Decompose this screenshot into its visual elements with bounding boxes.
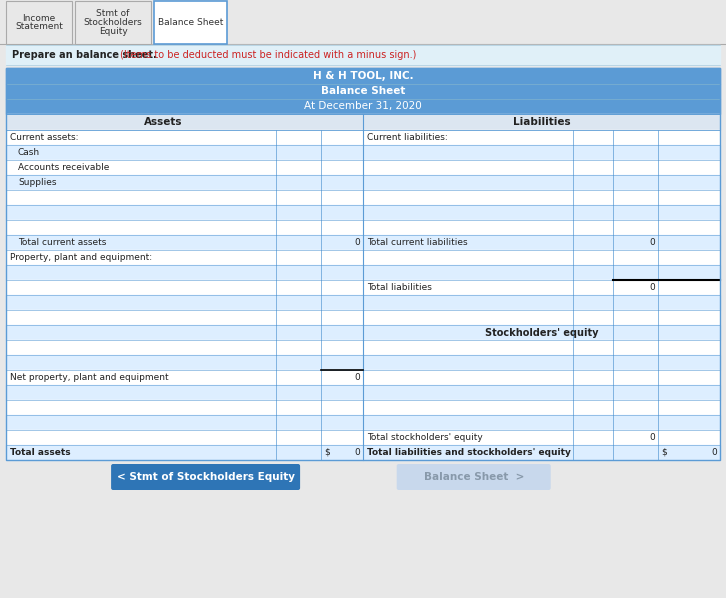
Bar [6, 370, 720, 385]
Bar [6, 130, 720, 145]
Bar [6, 280, 720, 295]
Text: Total liabilities and stockholders' equity: Total liabilities and stockholders' equi… [367, 448, 571, 457]
Text: Supplies: Supplies [18, 178, 57, 187]
Text: Balance Sheet: Balance Sheet [158, 18, 223, 27]
Bar [6, 114, 720, 130]
Text: < Stmt of Stockholders Equity: < Stmt of Stockholders Equity [117, 472, 295, 482]
Text: At December 31, 2020: At December 31, 2020 [304, 102, 422, 111]
Bar [6, 340, 720, 355]
Text: (Items to be deducted must be indicated with a minus sign.): (Items to be deducted must be indicated … [120, 50, 417, 60]
Text: Stockholders: Stockholders [83, 18, 142, 27]
Bar [6, 45, 720, 65]
Bar [0, 0, 726, 44]
Bar [6, 235, 720, 250]
Bar [6, 250, 720, 265]
Bar [6, 220, 720, 235]
Bar [75, 1, 151, 44]
Text: 0: 0 [649, 283, 655, 292]
FancyBboxPatch shape [396, 464, 551, 490]
Text: 0: 0 [354, 238, 360, 247]
Text: Income: Income [23, 14, 56, 23]
Bar [6, 355, 720, 370]
Text: Prepare an balance sheet.: Prepare an balance sheet. [12, 50, 160, 60]
Text: Balance Sheet: Balance Sheet [321, 87, 405, 96]
Text: Assets: Assets [144, 117, 182, 127]
Text: $: $ [324, 448, 330, 457]
Text: H & H TOOL, INC.: H & H TOOL, INC. [313, 71, 413, 81]
Bar [6, 99, 720, 114]
Text: Liabilities: Liabilities [513, 117, 571, 127]
Text: Accounts receivable: Accounts receivable [18, 163, 110, 172]
Bar [6, 445, 720, 460]
Bar [6, 175, 720, 190]
Text: Net property, plant and equipment: Net property, plant and equipment [10, 373, 168, 382]
Text: Current liabilities:: Current liabilities: [367, 133, 448, 142]
Bar [6, 415, 720, 430]
Text: Current assets:: Current assets: [10, 133, 78, 142]
Text: Equity: Equity [99, 26, 127, 35]
Text: $: $ [661, 448, 666, 457]
Text: Statement: Statement [15, 22, 63, 31]
Bar [6, 325, 720, 340]
Bar [6, 84, 720, 99]
Bar [6, 68, 720, 460]
Text: Total stockholders' equity: Total stockholders' equity [367, 433, 483, 442]
Text: 0: 0 [354, 448, 360, 457]
Text: 0: 0 [354, 373, 360, 382]
Bar [6, 145, 720, 160]
Text: Total current assets: Total current assets [18, 238, 107, 247]
Bar [154, 1, 227, 44]
Bar [6, 1, 72, 44]
Text: 0: 0 [711, 448, 717, 457]
Text: Cash: Cash [18, 148, 40, 157]
FancyBboxPatch shape [111, 464, 300, 490]
Text: Stockholders' equity: Stockholders' equity [485, 328, 598, 337]
Bar [6, 430, 720, 445]
Bar [6, 310, 720, 325]
Bar [6, 160, 720, 175]
Text: Total liabilities: Total liabilities [367, 283, 432, 292]
Bar [6, 68, 720, 84]
Text: Total current liabilities: Total current liabilities [367, 238, 468, 247]
Bar [6, 385, 720, 400]
Text: Balance Sheet  >: Balance Sheet > [423, 472, 524, 482]
Text: Total assets: Total assets [10, 448, 70, 457]
Bar [6, 190, 720, 205]
Text: 0: 0 [649, 238, 655, 247]
Text: Property, plant and equipment:: Property, plant and equipment: [10, 253, 152, 262]
Bar [6, 265, 720, 280]
Text: 0: 0 [649, 433, 655, 442]
Bar [6, 295, 720, 310]
Text: Stmt of: Stmt of [97, 10, 130, 19]
Bar [6, 400, 720, 415]
Bar [6, 205, 720, 220]
